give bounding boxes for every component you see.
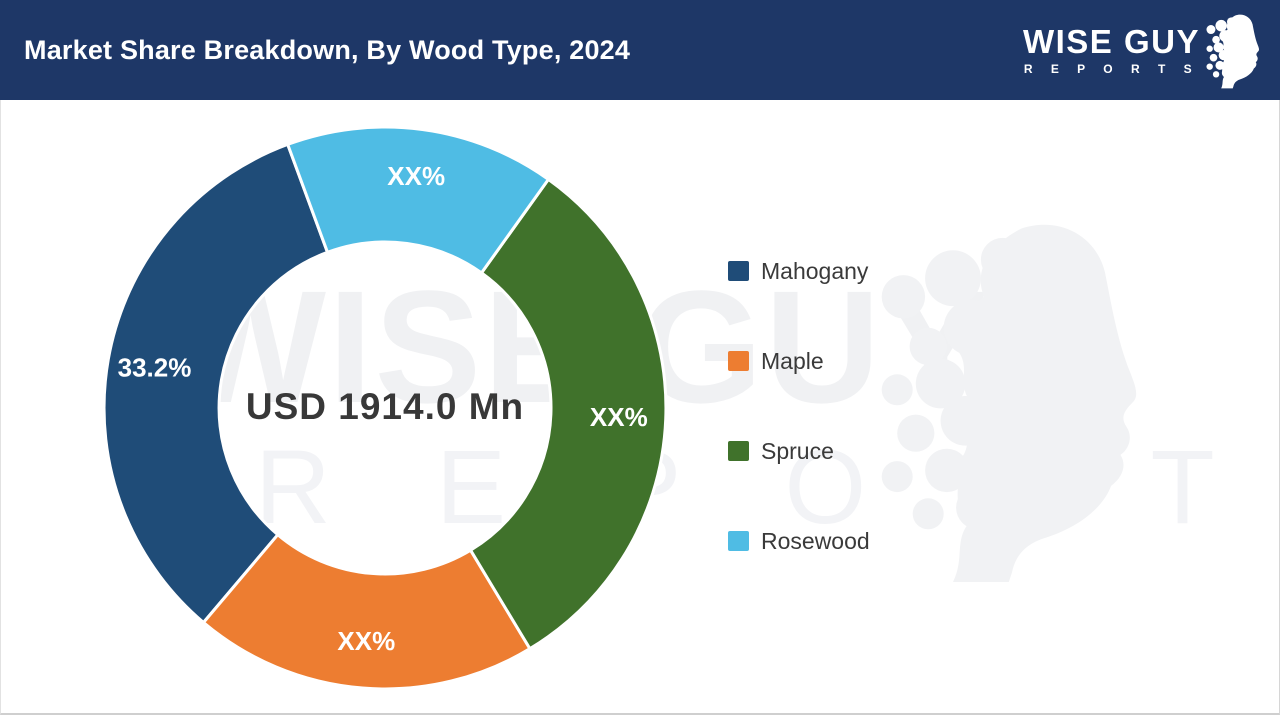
legend: Mahogany Maple Spruce Rosewood: [728, 258, 870, 554]
slice-spruce[interactable]: [468, 177, 668, 651]
brand-name: WISE GUY: [1022, 22, 1200, 60]
legend-item-mahogany[interactable]: Mahogany: [728, 258, 870, 284]
brand-logo: WISE GUY R E P O R T S: [1023, 11, 1266, 89]
donut-chart: 33.2% XX% XX% XX%: [102, 125, 668, 691]
header: Market Share Breakdown, By Wood Type, 20…: [0, 0, 1280, 100]
legend-item-spruce[interactable]: Spruce: [728, 438, 870, 464]
slice-maple[interactable]: [201, 532, 532, 691]
page-title: Market Share Breakdown, By Wood Type, 20…: [24, 34, 631, 65]
legend-swatch-mahogany: [728, 261, 749, 281]
brand-face-icon: [1206, 14, 1260, 89]
slice-label-spruce: XX%: [590, 402, 648, 432]
legend-swatch-rosewood: [728, 531, 749, 551]
legend-label-maple: Maple: [761, 348, 824, 374]
legend-swatch-spruce: [728, 441, 749, 461]
legend-item-rosewood[interactable]: Rosewood: [728, 528, 870, 554]
legend-item-maple[interactable]: Maple: [728, 348, 870, 374]
legend-label-spruce: Spruce: [761, 438, 834, 464]
watermark-face-icon: [881, 224, 1137, 582]
legend-label-rosewood: Rosewood: [761, 528, 870, 554]
slice-rosewood[interactable]: [285, 125, 551, 275]
brand-text: WISE GUY R E P O R T S: [1022, 22, 1200, 76]
chart-center-value: USD 1914.0 Mn: [245, 386, 525, 427]
slice-mahogany[interactable]: [102, 142, 330, 625]
legend-swatch-maple: [728, 351, 749, 371]
slice-label-maple: XX%: [337, 626, 395, 656]
legend-label-mahogany: Mahogany: [761, 258, 869, 284]
slice-label-rosewood: XX%: [387, 161, 445, 191]
slice-label-mahogany: 33.2%: [118, 352, 192, 382]
brand-subtitle: R E P O R T S: [1023, 61, 1200, 76]
